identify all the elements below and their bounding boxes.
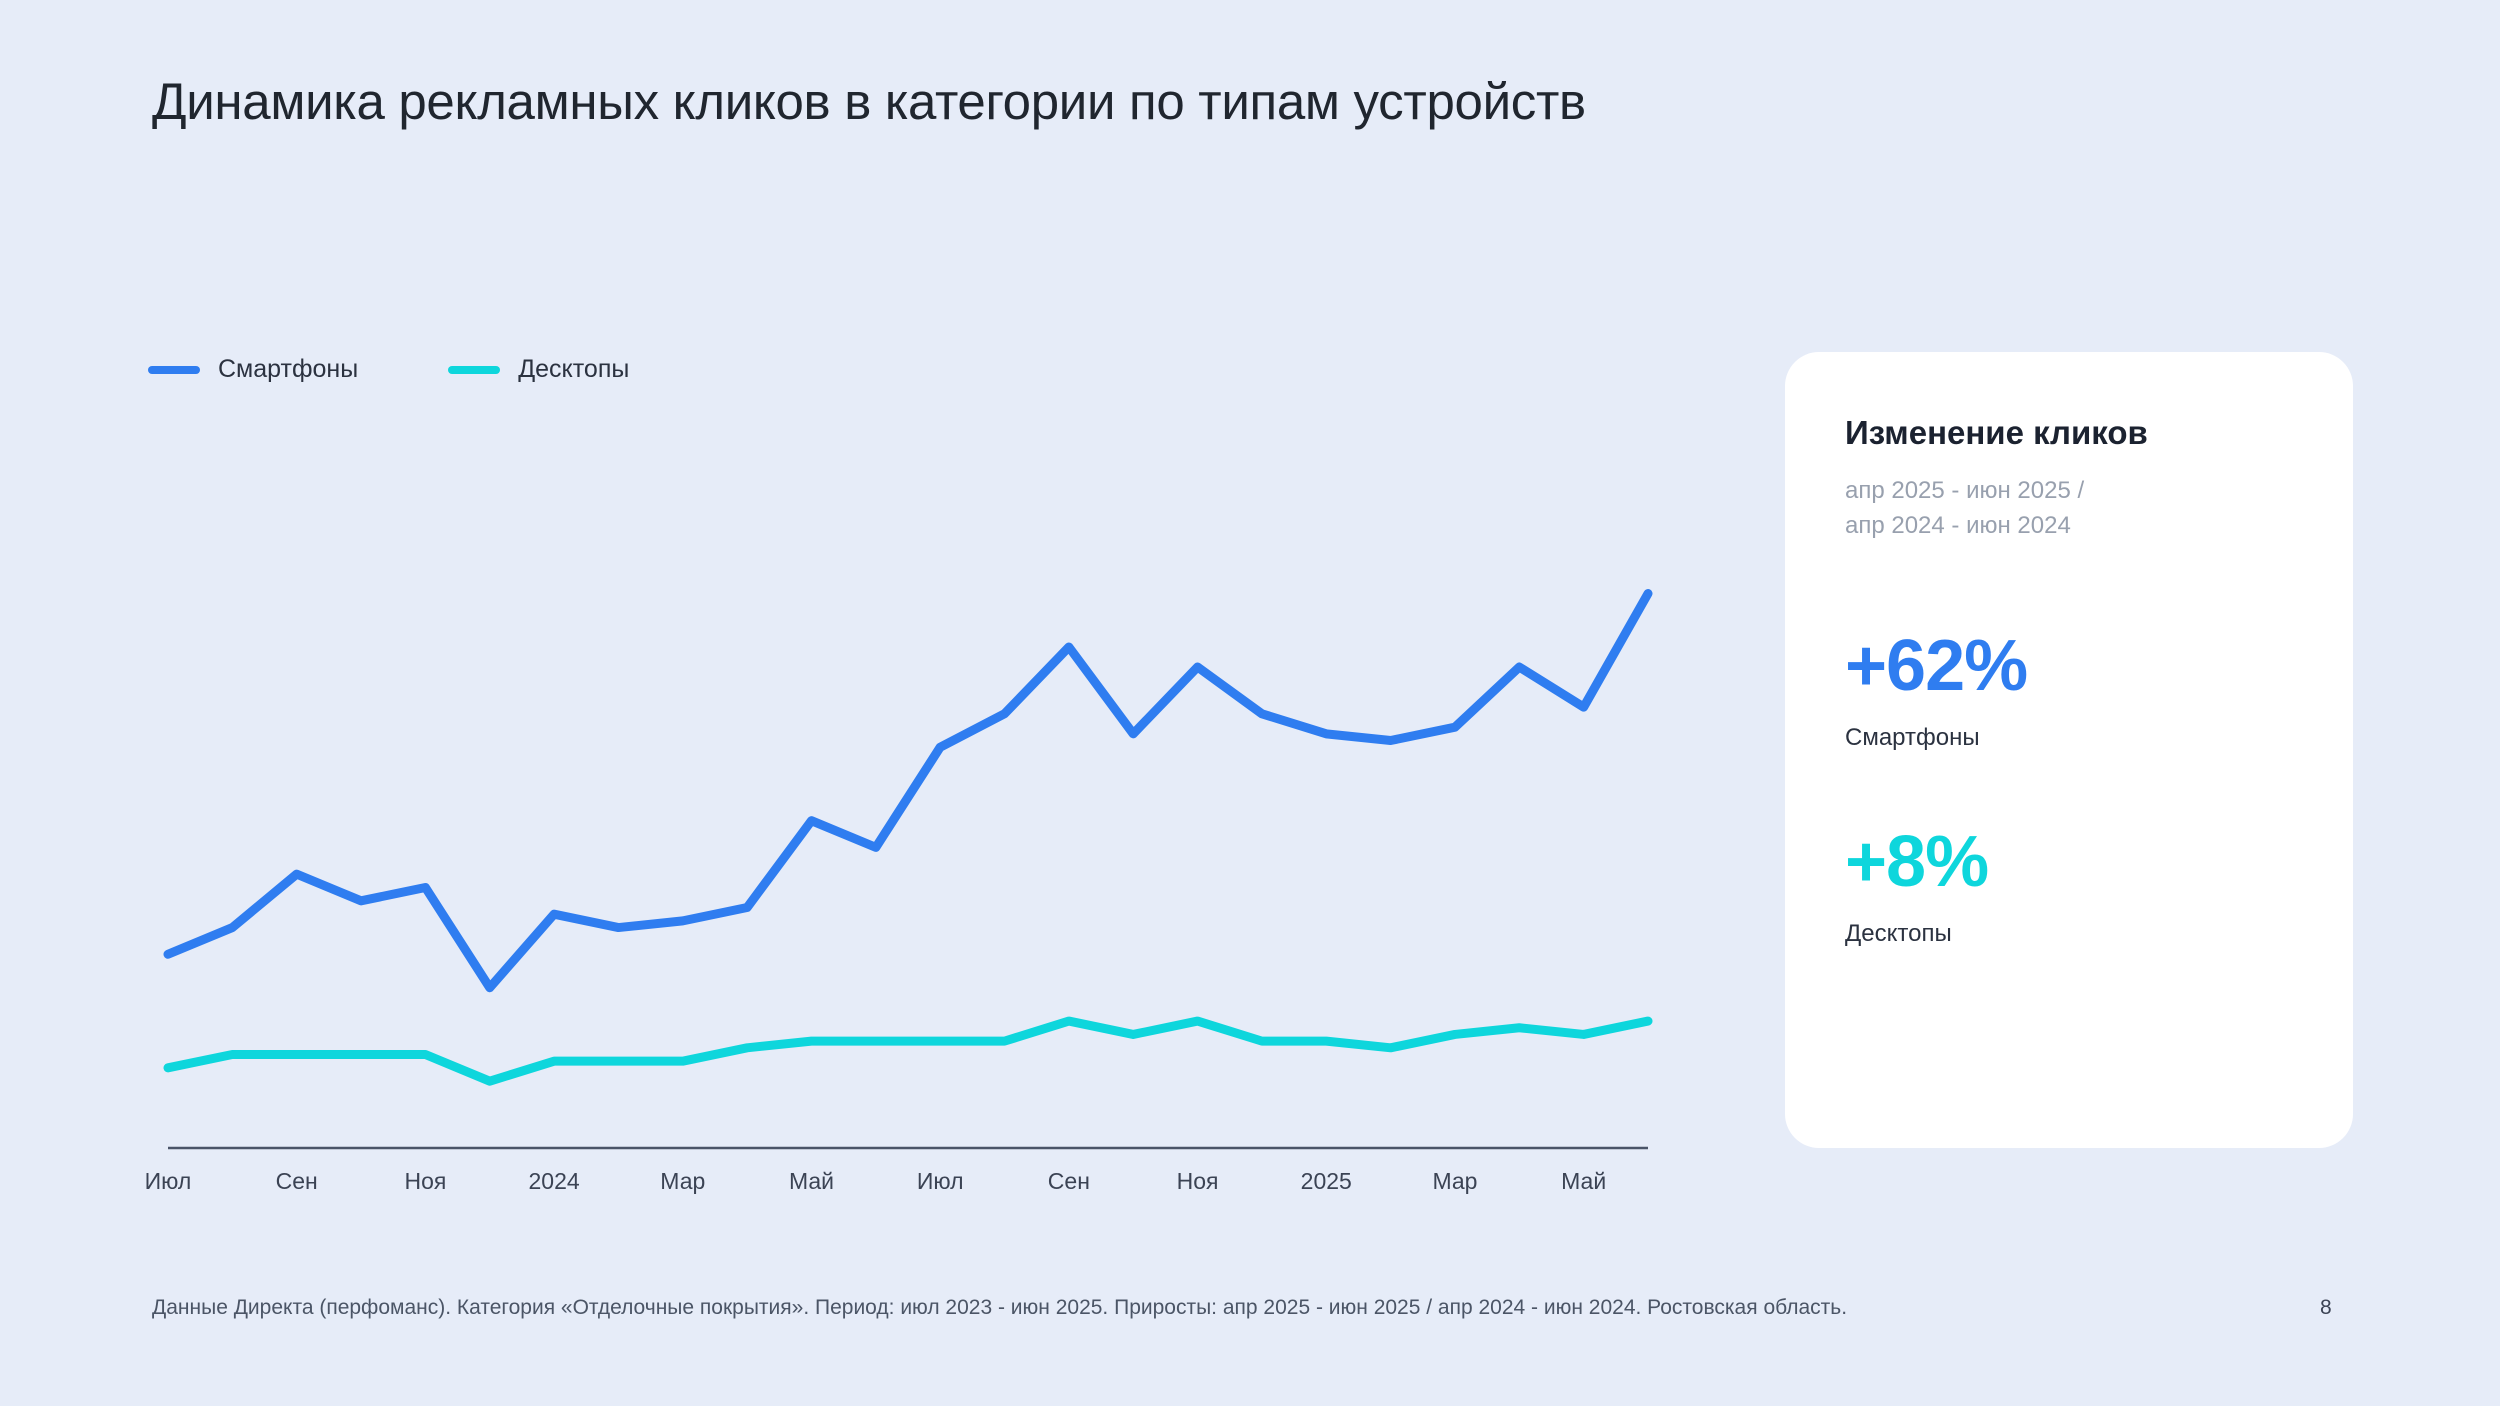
summary-card-period: апр 2025 - июн 2025 / апр 2024 - июн 202… bbox=[1845, 474, 2293, 544]
footer-note: Данные Директа (перфоманс). Категория «О… bbox=[152, 1296, 1848, 1319]
series-line-desktops bbox=[163, 1016, 1653, 1086]
x-axis-tick-label: Ноя bbox=[1176, 1168, 1219, 1194]
series-line-smartphones bbox=[163, 589, 1653, 993]
x-axis-tick-label: Мар bbox=[660, 1168, 706, 1194]
legend-item-desktops[interactable]: Десктопы bbox=[448, 355, 629, 384]
x-axis-tick-label: Ноя bbox=[404, 1168, 447, 1194]
period-line-previous: апр 2024 - июн 2024 bbox=[1845, 511, 2071, 539]
x-axis-labels: Июл Сен Ноя 2024 Мар Май Июл Сен Ноя 2025 Мар Май bbox=[145, 1168, 1660, 1208]
line-chart bbox=[160, 470, 1660, 1170]
legend-swatch-smartphones bbox=[148, 365, 200, 374]
stat-label-smartphones: Смартфоны bbox=[1845, 723, 1980, 751]
stat-value-desktops: +8% bbox=[1845, 821, 1989, 902]
page-title: Динамика рекламных кликов в категории по… bbox=[152, 73, 1586, 130]
legend-label-desktops: Десктопы bbox=[518, 355, 630, 383]
stat-smartphones: +62% Смартфоны bbox=[1845, 630, 2293, 752]
summary-card: Изменение кликов апр 2025 - июн 2025 / а… bbox=[1785, 352, 2353, 1148]
summary-card-title: Изменение кликов bbox=[1845, 414, 2148, 451]
period-line-current: апр 2025 - июн 2025 / bbox=[1845, 477, 2085, 504]
x-axis-tick-label: Мар bbox=[1432, 1168, 1478, 1194]
x-axis-tick-label: Май bbox=[788, 1168, 834, 1194]
x-axis-tick-label: 2025 bbox=[1300, 1168, 1352, 1194]
chart-canvas bbox=[163, 589, 1653, 1150]
x-axis-tick-label: 2024 bbox=[528, 1168, 580, 1194]
stat-desktops: +8% Десктопы bbox=[1845, 826, 2293, 948]
stat-label-desktops: Десктопы bbox=[1845, 919, 1952, 947]
x-axis-tick-label: Июл bbox=[916, 1168, 964, 1194]
legend-swatch-desktops bbox=[448, 365, 501, 374]
legend-item-smartphones[interactable]: Смартфоны bbox=[148, 355, 358, 384]
page-number: 8 bbox=[2320, 1296, 2332, 1319]
x-axis-tick-label: Сен bbox=[1047, 1168, 1090, 1194]
x-axis-tick-label: Май bbox=[1561, 1168, 1607, 1194]
stat-value-smartphones: +62% bbox=[1845, 625, 2028, 706]
chart-legend: Смартфоны Десктопы bbox=[148, 355, 629, 384]
x-axis-tick-label: Июл bbox=[144, 1168, 192, 1194]
legend-label-smartphones: Смартфоны bbox=[218, 355, 359, 383]
x-axis-tick-label: Сен bbox=[275, 1168, 318, 1194]
